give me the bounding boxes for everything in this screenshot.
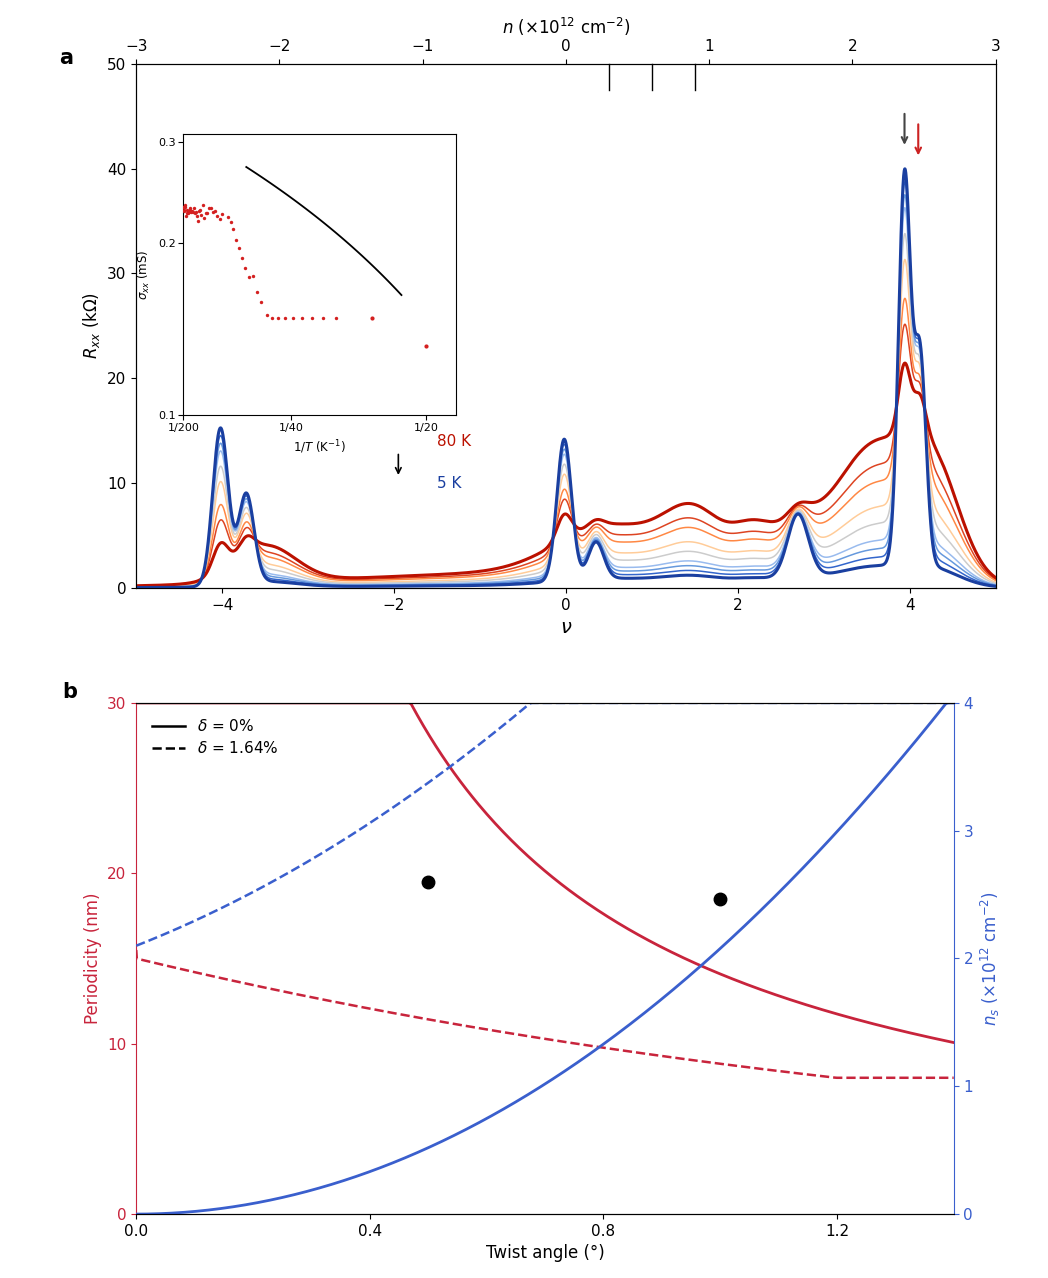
Point <box>193 204 210 225</box>
Point <box>270 308 287 328</box>
Point <box>202 198 219 219</box>
Point <box>277 308 293 328</box>
Y-axis label: $R_{xx}$ (k$\Omega$): $R_{xx}$ (k$\Omega$) <box>81 293 102 359</box>
Point <box>224 219 241 239</box>
Point <box>184 202 201 222</box>
Point <box>176 196 193 216</box>
Text: 5 K: 5 K <box>437 477 461 491</box>
Text: 80 K: 80 K <box>437 435 472 450</box>
Point <box>200 198 217 219</box>
Point <box>182 202 199 222</box>
Point <box>175 197 192 217</box>
X-axis label: $1/T$ (K$^{-1}$): $1/T$ (K$^{-1}$) <box>293 438 346 456</box>
Point <box>285 308 302 328</box>
Point <box>178 199 195 220</box>
Point <box>314 308 331 328</box>
Point <box>190 211 206 231</box>
Point <box>180 201 197 221</box>
Point <box>197 202 214 222</box>
Point <box>220 207 237 227</box>
X-axis label: $n$ ($\times10^{12}$ cm$^{-2}$): $n$ ($\times10^{12}$ cm$^{-2}$) <box>502 15 630 37</box>
Y-axis label: $n_s$ ($\times10^{12}$ cm$^{-2}$): $n_s$ ($\times10^{12}$ cm$^{-2}$) <box>979 891 1002 1026</box>
Point <box>189 206 205 226</box>
X-axis label: $\nu$: $\nu$ <box>560 619 572 638</box>
Y-axis label: Periodicity (nm): Periodicity (nm) <box>84 893 102 1024</box>
Point <box>240 267 257 288</box>
Point <box>175 201 192 221</box>
Point <box>211 210 227 230</box>
Point <box>179 203 196 224</box>
Y-axis label: $\sigma_{xx}$ (mS): $\sigma_{xx}$ (mS) <box>136 249 152 300</box>
Point <box>258 304 275 325</box>
Point <box>222 211 239 231</box>
Point <box>227 230 244 250</box>
Point <box>231 238 247 258</box>
Point <box>248 282 265 303</box>
Point <box>180 202 197 222</box>
Text: a: a <box>59 49 73 68</box>
Point <box>179 203 196 224</box>
Point <box>183 201 200 221</box>
Point <box>199 203 216 224</box>
Point <box>194 196 211 216</box>
Point <box>177 206 194 226</box>
Point <box>417 336 434 357</box>
Point <box>303 308 320 328</box>
Point <box>234 248 250 268</box>
Point <box>264 308 281 328</box>
Point <box>293 308 310 328</box>
Point <box>177 197 194 217</box>
Point <box>191 201 208 221</box>
Point <box>196 207 213 227</box>
X-axis label: Twist angle (°): Twist angle (°) <box>485 1245 605 1263</box>
Point <box>254 291 270 312</box>
Text: b: b <box>63 682 78 703</box>
Legend: $\delta$ = 0%, $\delta$ = 1.64%: $\delta$ = 0%, $\delta$ = 1.64% <box>144 711 286 764</box>
Point <box>204 202 221 222</box>
Point <box>364 308 380 328</box>
Point <box>206 201 223 221</box>
Point <box>181 198 198 219</box>
Point <box>237 257 254 277</box>
Point <box>214 203 231 224</box>
Point <box>209 206 225 226</box>
Point <box>176 199 193 220</box>
Point <box>187 203 203 224</box>
Point <box>192 199 209 220</box>
Point <box>188 202 204 222</box>
Point <box>185 198 202 219</box>
Point <box>328 308 345 328</box>
Point <box>182 199 199 220</box>
Point <box>244 266 261 286</box>
